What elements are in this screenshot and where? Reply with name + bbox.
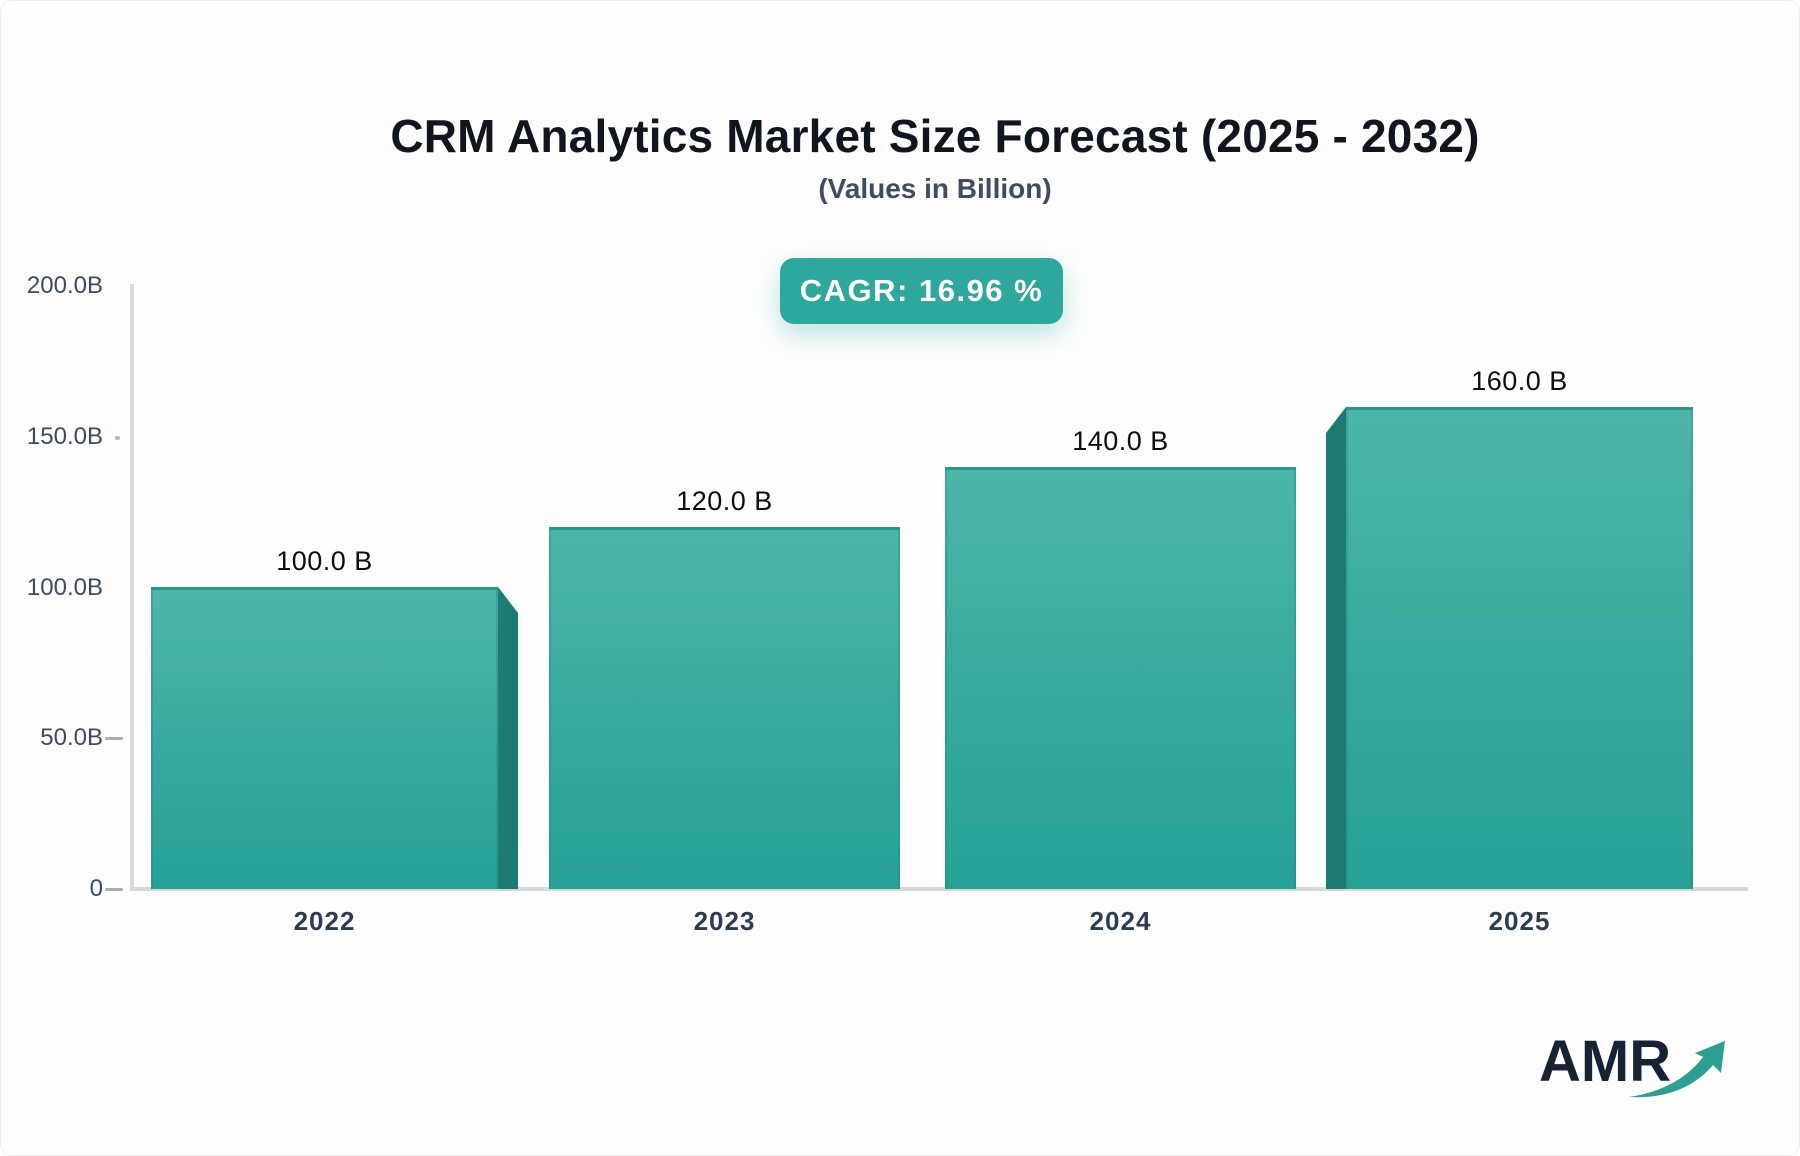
bar-3d-side-2025 xyxy=(1326,407,1346,889)
chart-title: CRM Analytics Market Size Forecast (2025… xyxy=(390,110,1480,162)
bar-2025 xyxy=(1346,407,1693,889)
y-tick-label: 100.0B xyxy=(26,573,103,601)
x-axis-label-2025: 2025 xyxy=(1488,906,1551,936)
growth-arrow-icon xyxy=(1629,1041,1725,1098)
x-axis-line xyxy=(130,887,1748,891)
amr-logo: AMR xyxy=(1539,1031,1739,1111)
bar-2022 xyxy=(151,587,498,889)
y-tick-mark-50 xyxy=(105,737,123,741)
chart-header: CRM Analytics Market Size Forecast (2025… xyxy=(131,1,1739,205)
y-tick-mark-150 xyxy=(115,435,120,440)
bar-value-label-2024: 140.0 B xyxy=(1072,426,1169,456)
bar-2023 xyxy=(549,527,900,889)
x-axis-label-2024: 2024 xyxy=(1089,906,1152,936)
cagr-badge: CAGR: 16.96 % xyxy=(780,258,1063,324)
y-tick-label: 50.0B xyxy=(40,724,103,752)
x-axis-label-2022: 2022 xyxy=(293,906,356,936)
y-tick-label: 150.0B xyxy=(26,422,103,450)
cagr-badge-label: CAGR: 16.96 % xyxy=(799,273,1044,308)
y-axis-line xyxy=(130,284,134,891)
x-axis-label-2023: 2023 xyxy=(693,906,756,936)
y-tick-label: 200.0B xyxy=(26,272,103,299)
chart-subtitle: (Values in Billion) xyxy=(818,173,1052,204)
y-tick-mark-0 xyxy=(105,888,123,891)
bar-3d-side-2022 xyxy=(498,587,518,889)
amr-logo-text: AMR xyxy=(1539,1029,1672,1094)
bar-value-label-2025: 160.0 B xyxy=(1471,366,1568,396)
bar-2024 xyxy=(945,467,1296,889)
bar-value-label-2023: 120.0 B xyxy=(676,486,773,516)
y-tick-label: 0 xyxy=(89,875,103,902)
bar-value-label-2022: 100.0 B xyxy=(276,546,373,576)
